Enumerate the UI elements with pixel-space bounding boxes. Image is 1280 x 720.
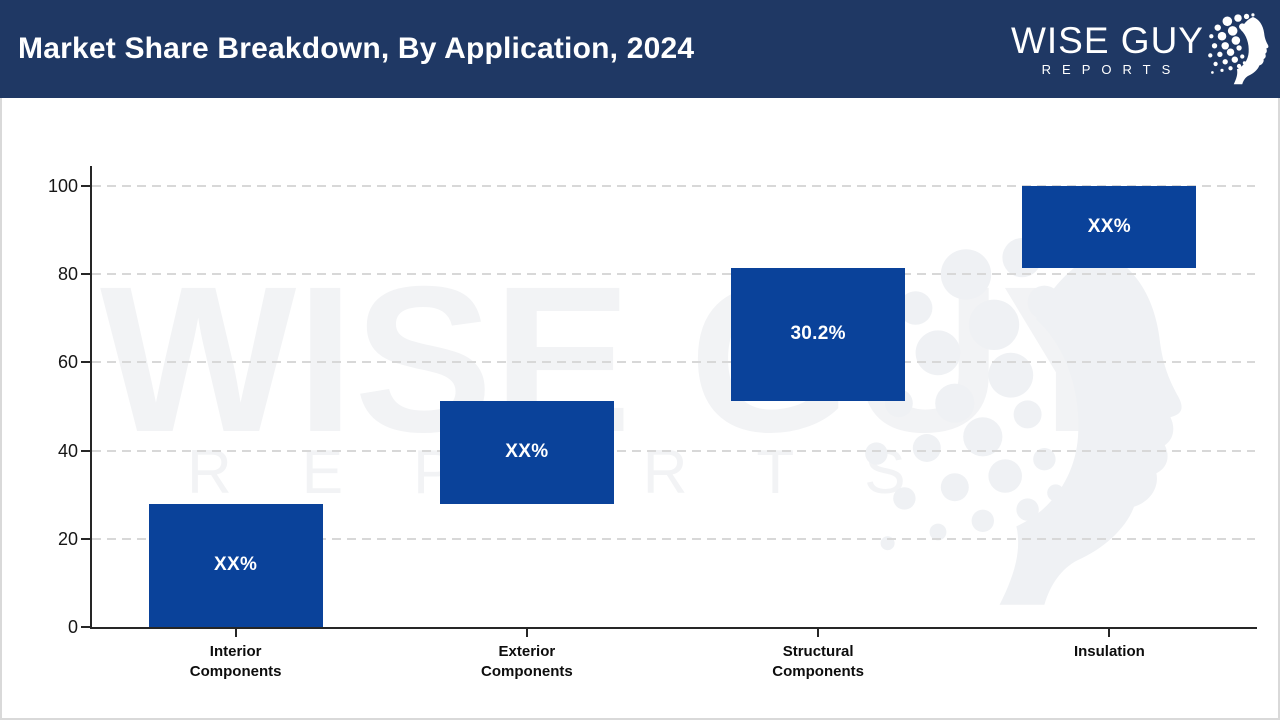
bar: XX% — [439, 400, 614, 504]
y-axis — [90, 166, 92, 629]
x-tick — [525, 629, 528, 637]
y-tick-label: 60 — [57, 352, 78, 373]
gridline — [92, 361, 1255, 364]
gridline — [92, 449, 1255, 452]
gridline — [92, 273, 1255, 276]
x-axis-label-line: Insulation — [1073, 643, 1145, 660]
y-tick-label: 20 — [57, 528, 78, 549]
wise-guy-reports-logo: WISE GUY REPORTS — [1011, 8, 1280, 90]
bar: XX% — [148, 503, 323, 627]
bar-value-label: XX% — [505, 441, 549, 463]
x-axis-label-line: Components — [481, 663, 573, 680]
x-axis-label: Exterior Components — [417, 642, 637, 682]
x-axis-label-line: Components — [189, 663, 282, 680]
header-bar: Market Share Breakdown, By Application, … — [0, 0, 1280, 98]
bar: 30.2% — [731, 267, 906, 401]
y-tick — [81, 626, 90, 628]
logo-head-icon — [1206, 8, 1270, 90]
y-tick-label: 80 — [57, 264, 78, 285]
x-axis-label-line: Exterior — [498, 643, 556, 660]
y-tick — [81, 361, 90, 364]
logo-wordmark: WISE GUY — [1010, 19, 1204, 61]
bar-value-label: XX% — [1087, 215, 1131, 237]
y-tick — [81, 273, 90, 276]
y-tick-label: 100 — [47, 176, 78, 196]
plot-layer: 0 20 40 60 80 100 XX% Interior Components XX% Exte… — [2, 98, 1278, 718]
x-tick — [817, 629, 820, 637]
x-axis-label: Structural Components — [708, 642, 928, 682]
y-tick — [81, 185, 90, 187]
chart-canvas: WISE GUY REPORTS 020406080100XX%Interior… — [0, 98, 1280, 720]
x-axis-label: Insulation — [999, 642, 1219, 662]
bar-value-label: 30.2% — [790, 323, 846, 345]
chart-title: Market Share Breakdown, By Application, … — [18, 32, 695, 65]
x-tick — [1108, 629, 1111, 637]
x-axis-label-line: Components — [772, 663, 864, 680]
gridline — [92, 537, 1255, 540]
gridline — [92, 185, 1255, 187]
bar-value-label: XX% — [214, 554, 258, 576]
logo-subtext: REPORTS — [1041, 61, 1182, 77]
x-axis-label: Interior Components — [126, 642, 346, 682]
bar: XX% — [1022, 186, 1197, 268]
x-axis-label-line: Interior — [209, 643, 262, 660]
x-axis — [90, 627, 1257, 629]
y-tick — [81, 537, 90, 540]
y-tick-label: 0 — [67, 617, 78, 637]
y-tick — [81, 449, 90, 452]
x-axis-label-line: Structural — [782, 643, 854, 660]
y-tick-label: 40 — [57, 440, 78, 461]
x-tick — [234, 629, 237, 637]
